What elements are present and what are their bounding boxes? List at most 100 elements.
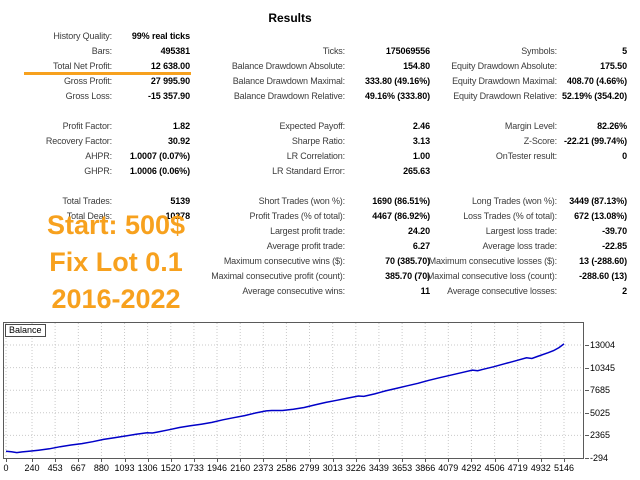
stat-label: Profit Trades (% of total): xyxy=(249,210,346,221)
stat-value: 99% real ticks xyxy=(131,30,190,41)
x-axis-label: 240 xyxy=(24,463,40,473)
stat-label: Total Net Profit: xyxy=(53,60,112,71)
stat-value: 3.13 xyxy=(412,135,430,146)
stat-value: 10278 xyxy=(165,210,190,221)
y-axis-label: 10345 xyxy=(590,362,616,373)
stat-value: 3449 (87.13%) xyxy=(569,195,627,206)
results-table: History Quality: 99% real ticks Bars: 49538… xyxy=(2,28,632,298)
x-axis-label: 4719 xyxy=(507,463,528,473)
stat-label: Short Trades (won %): xyxy=(258,195,346,206)
x-axis-tick xyxy=(101,459,103,462)
stat-label: Balance Drawdown Relative: xyxy=(233,90,345,101)
x-axis-label: 5146 xyxy=(553,463,575,473)
stat-label: Gross Loss: xyxy=(65,90,113,101)
stat-label: Sharpe Ratio: xyxy=(291,135,345,146)
stat-value: 175.50 xyxy=(600,60,627,71)
stat-label: GHPR: xyxy=(84,165,112,176)
y-axis-label: 7685 xyxy=(590,385,611,396)
stat-label: Maximal consecutive loss (count): xyxy=(426,270,557,281)
stat-value: 385.70 (70) xyxy=(385,270,430,281)
stat-value: -15 357.90 xyxy=(147,90,190,101)
x-axis-tick xyxy=(471,459,473,462)
stat-value: 5 xyxy=(622,45,627,56)
stat-value: 70 (385.70) xyxy=(385,255,430,266)
stat-label: Average loss trade: xyxy=(482,240,557,251)
promo-line-lot: Fix Lot 0.1 xyxy=(49,247,183,277)
stat-label: AHPR: xyxy=(85,150,112,161)
x-axis-label: 3439 xyxy=(368,463,389,473)
x-axis-label: 3866 xyxy=(415,463,436,473)
x-axis-tick xyxy=(240,459,242,462)
x-axis-label: 3653 xyxy=(392,463,413,473)
chart-legend: Balance xyxy=(5,324,46,337)
stat-label: Recovery Factor: xyxy=(45,135,112,146)
x-axis-label: 3013 xyxy=(322,463,343,473)
stat-value: 49.16% (333.80) xyxy=(364,90,430,101)
x-axis-tick xyxy=(124,459,126,462)
y-axis-label: -294 xyxy=(590,453,609,463)
stat-value: -39.70 xyxy=(602,225,627,236)
x-axis-label: 1093 xyxy=(114,463,135,473)
y-axis-label: 5025 xyxy=(590,407,611,418)
x-axis-tick xyxy=(355,459,357,462)
y-axis-label: 2365 xyxy=(590,430,611,441)
x-axis-label: 0 xyxy=(3,463,9,473)
stat-label: LR Correlation: xyxy=(286,150,345,161)
balance-curve-svg xyxy=(4,323,583,458)
x-axis-label: 1306 xyxy=(137,463,158,473)
stat-value: 495381 xyxy=(160,45,191,56)
x-axis-label: 1946 xyxy=(206,463,228,473)
stat-value: 672 (13.08%) xyxy=(574,210,627,221)
x-axis-label: 4932 xyxy=(530,463,551,473)
x-axis-label: 3226 xyxy=(345,463,366,473)
net-profit-underline xyxy=(24,72,191,75)
stat-label: LR Standard Error: xyxy=(272,165,345,176)
stat-label: Average consecutive losses: xyxy=(447,285,557,296)
x-axis-label: 880 xyxy=(93,463,109,473)
stat-value: 11 xyxy=(420,285,430,296)
stat-label: OnTester result: xyxy=(495,150,557,161)
x-axis-label: 4292 xyxy=(461,463,482,473)
stat-label: Z-Score: xyxy=(523,135,557,146)
stat-value: 175069556 xyxy=(385,45,430,56)
x-axis-tick xyxy=(263,459,265,462)
stat-label: Equity Drawdown Maximal: xyxy=(452,75,557,86)
stat-label: Maximal consecutive profit (count): xyxy=(211,270,345,281)
stat-label: Balance Drawdown Absolute: xyxy=(231,60,345,71)
x-axis-tick xyxy=(309,459,311,462)
x-axis-tick xyxy=(402,459,404,462)
promo-line-start: Start: 500$ xyxy=(46,210,186,240)
x-axis-tick xyxy=(217,459,218,462)
y-axis-label: 13004 xyxy=(590,340,616,350)
stat-label: Symbols: xyxy=(521,45,557,56)
x-axis-tick xyxy=(32,459,34,462)
stat-value: 333.80 (49.16%) xyxy=(364,75,430,86)
x-axis-tick xyxy=(55,459,57,462)
stat-value: 0 xyxy=(622,150,627,161)
stat-label: Equity Drawdown Absolute: xyxy=(451,60,557,71)
stat-value: 2 xyxy=(622,285,627,296)
balance-chart: Balance 13004 10345 7685 5025 2365 -294 0 240 45… xyxy=(0,322,640,480)
stat-value: 52.19% (354.20) xyxy=(561,90,627,101)
x-axis-tick xyxy=(564,459,565,462)
stat-label: Largest loss trade: xyxy=(485,225,557,236)
stat-label: Expected Payoff: xyxy=(279,120,346,131)
x-axis-label: 4079 xyxy=(438,463,459,473)
stat-label: Total Trades: xyxy=(62,195,112,206)
stat-value: 5139 xyxy=(170,195,190,206)
stat-value: 4467 (86.92%) xyxy=(372,210,430,221)
stat-value: 265.63 xyxy=(403,165,430,176)
stat-label: Equity Drawdown Relative: xyxy=(453,90,557,101)
stat-value: 24.20 xyxy=(407,225,430,236)
stat-label: Margin Level: xyxy=(504,120,557,131)
y-axis-tick xyxy=(585,435,589,437)
y-axis-tick xyxy=(585,458,589,459)
stat-value: 13 (-288.60) xyxy=(579,255,627,266)
x-axis-tick xyxy=(6,459,7,462)
x-axis-label: 2586 xyxy=(276,463,297,473)
x-axis-tick xyxy=(448,459,450,462)
stat-value: 30.92 xyxy=(167,135,190,146)
stat-value: 12 638.00 xyxy=(150,60,190,71)
stat-value: 1.00 xyxy=(412,150,430,161)
stat-label: Ticks: xyxy=(322,45,345,56)
